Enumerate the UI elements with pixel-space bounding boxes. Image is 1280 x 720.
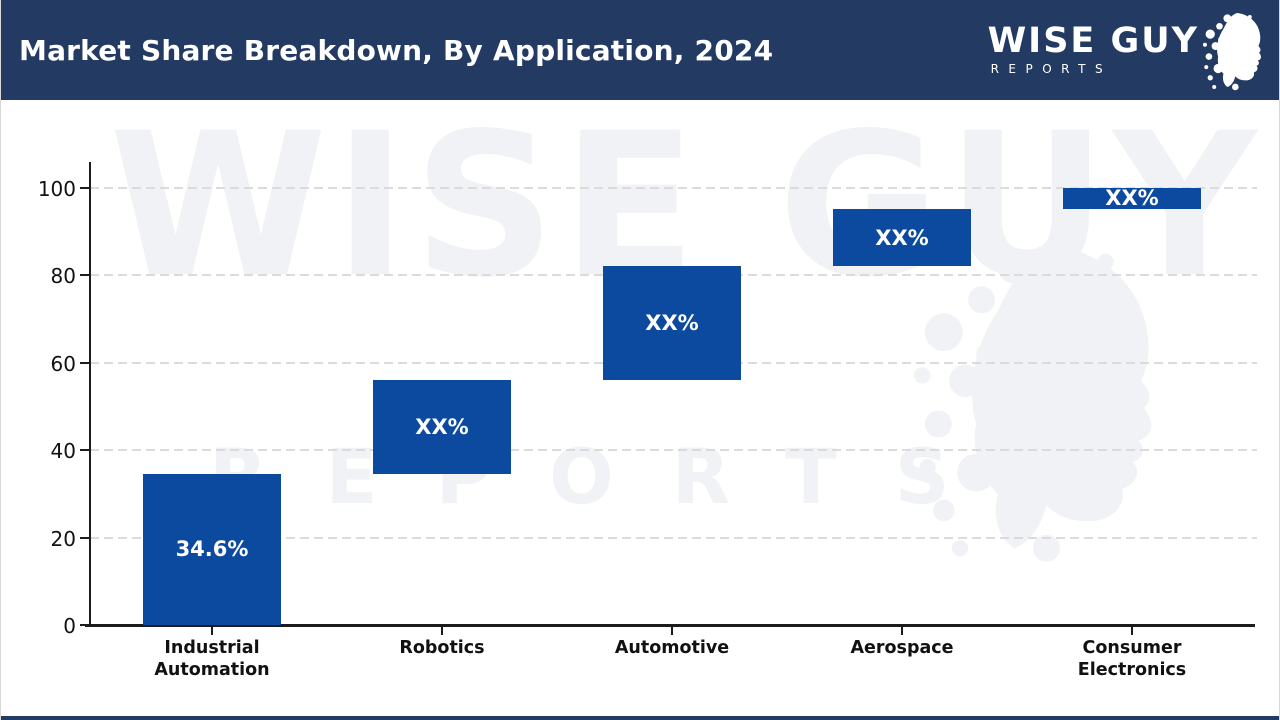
x-axis-line (85, 624, 1255, 627)
bar-segment: XX% (373, 380, 511, 474)
category-label: Aerospace (850, 638, 954, 658)
category-label: Automotive (614, 638, 730, 658)
wise-guy-logo: WISE GUY REPORTS (988, 9, 1267, 91)
y-tick-mark (80, 536, 89, 539)
logo-head-icon (1202, 13, 1261, 91)
y-tick-label: 0 (63, 614, 76, 638)
bar-value-label: XX% (415, 414, 469, 439)
logo-text: WISE GUY REPORTS (987, 21, 1199, 77)
y-tick-mark (80, 274, 89, 276)
x-tick-mark (441, 627, 443, 635)
x-tick-mark (671, 627, 673, 635)
y-tick-mark (80, 186, 89, 189)
category-label: Industrial Automation (154, 638, 270, 680)
category-label: Consumer Electronics (1077, 638, 1187, 680)
y-tick-mark (80, 361, 89, 364)
header-bar: Market Share Breakdown, By Application, … (1, 0, 1279, 100)
logo-wordmark: WISE GUY (987, 21, 1199, 61)
y-tick-label: 40 (50, 439, 76, 463)
y-tick-label: 100 (37, 176, 76, 201)
y-tick-label: 60 (50, 351, 76, 376)
x-tick-mark (211, 627, 213, 635)
bar-segment: 34.6% (143, 473, 281, 625)
footer-strip (1, 716, 1279, 720)
bar-segment: XX% (833, 209, 971, 267)
gridline (90, 449, 1257, 451)
page-title: Market Share Breakdown, By Application, … (19, 33, 774, 67)
bar-value-label: 34.6% (175, 537, 249, 562)
logo-subtitle: REPORTS (990, 62, 1113, 76)
gridline (90, 186, 1257, 189)
gridline (90, 536, 1257, 539)
bar-value-label: XX% (875, 225, 929, 250)
bar-value-label: XX% (645, 311, 699, 336)
x-tick-mark (901, 627, 903, 635)
y-tick-mark (80, 624, 89, 626)
y-tick-mark (80, 449, 89, 451)
y-axis-line (89, 162, 91, 627)
waterfall-chart: 0 20 40 60 80 100 34.6% Industrial Automation XX… (1, 100, 1279, 716)
category-label: Robotics (399, 638, 485, 658)
bar-segment: XX% (1063, 186, 1201, 211)
y-tick-label: 20 (50, 526, 76, 551)
bar-value-label: XX% (1105, 186, 1159, 211)
bar-segment: XX% (603, 266, 741, 380)
watermark-subtitle: REPORTS (209, 432, 1008, 521)
x-tick-mark (1131, 627, 1133, 635)
y-tick-label: 80 (50, 264, 76, 288)
